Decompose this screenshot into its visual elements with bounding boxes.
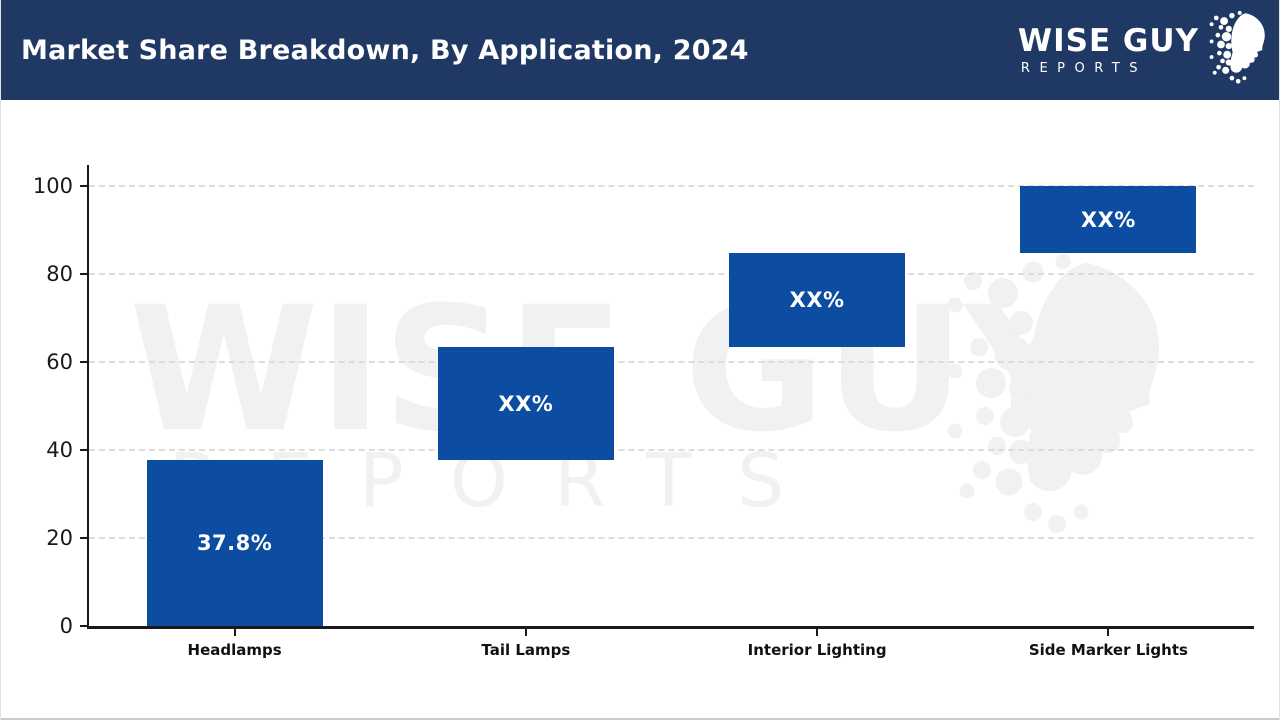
gridline [89, 273, 1254, 275]
gridline [89, 537, 1254, 539]
y-tick-mark [80, 185, 89, 187]
bar-headlamps: 37.8% [146, 459, 323, 626]
bottom-border [1, 718, 1279, 720]
y-tick-mark [80, 361, 89, 363]
header: Market Share Breakdown, By Application, … [1, 0, 1279, 100]
y-tick-mark [80, 273, 89, 275]
y-tick-mark [80, 449, 89, 451]
bar-value-label: XX% [789, 288, 845, 313]
x-tick-mark [1107, 629, 1110, 636]
logo-subtext: REPORTS [1020, 61, 1148, 76]
bar-value-label: 37.8% [196, 530, 273, 555]
bar-side-marker-lights: XX% [1020, 186, 1197, 254]
x-category-label: Tail Lamps [481, 641, 571, 659]
x-category-label: Headlamps [187, 641, 282, 659]
y-tick-label: 20 [46, 526, 73, 550]
y-tick-label: 100 [32, 174, 73, 198]
gridline [89, 449, 1254, 451]
logo-head-icon [1209, 10, 1265, 84]
bar-value-label: XX% [1080, 207, 1136, 232]
x-tick-mark [816, 629, 819, 636]
y-tick-label: 0 [59, 614, 73, 638]
y-tick-label: 60 [46, 350, 73, 374]
chart-title: Market Share Breakdown, By Application, … [21, 34, 749, 66]
y-tick-label: 40 [46, 438, 73, 462]
y-tick-mark [80, 537, 89, 539]
bar-value-label: XX% [498, 391, 554, 416]
gridline [89, 185, 1254, 187]
x-category-label: Interior Lighting [747, 641, 887, 659]
logo: WISE GUY REPORTS [1018, 9, 1271, 91]
x-tick-mark [233, 629, 236, 636]
y-tick-label: 80 [46, 262, 73, 286]
gridline [89, 361, 1254, 363]
x-axis-line [87, 626, 1254, 629]
logo-wordmark: WISE GUY [1017, 23, 1199, 59]
logo-text: WISE GUY REPORTS [1018, 24, 1199, 76]
y-tick-mark [80, 625, 89, 627]
bar-tail-lamps: XX% [437, 347, 614, 460]
watermark-head-icon [947, 254, 1160, 533]
x-category-label: Side Marker Lights [1028, 641, 1188, 659]
bar-interior-lighting: XX% [729, 253, 906, 348]
y-axis-line [87, 165, 89, 629]
x-tick-mark [524, 629, 527, 636]
